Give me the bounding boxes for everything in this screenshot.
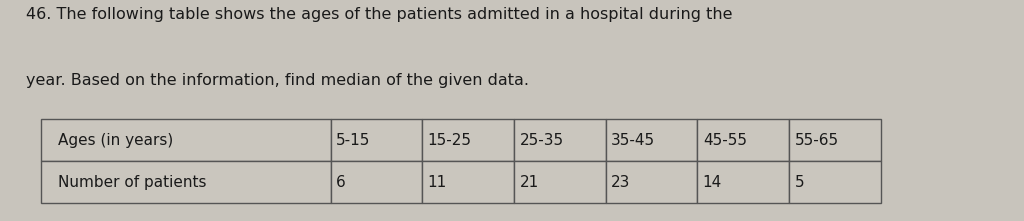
Bar bbox=[697, 119, 788, 161]
Text: 5-15: 5-15 bbox=[336, 133, 371, 148]
Text: 46. The following table shows the ages of the patients admitted in a hospital du: 46. The following table shows the ages o… bbox=[26, 7, 732, 22]
Text: 14: 14 bbox=[702, 175, 722, 190]
Text: year. Based on the information, find median of the given data.: year. Based on the information, find med… bbox=[26, 73, 528, 88]
Bar bbox=[514, 119, 605, 161]
Text: 15-25: 15-25 bbox=[428, 133, 472, 148]
Text: 35-45: 35-45 bbox=[611, 133, 655, 148]
Bar bbox=[422, 161, 514, 203]
Text: 25-35: 25-35 bbox=[519, 133, 563, 148]
Bar bbox=[605, 161, 697, 203]
Bar bbox=[41, 161, 331, 203]
Bar bbox=[422, 119, 514, 161]
Bar bbox=[605, 119, 697, 161]
Bar bbox=[788, 161, 881, 203]
Text: 11: 11 bbox=[428, 175, 446, 190]
Bar bbox=[331, 119, 422, 161]
Bar bbox=[788, 119, 881, 161]
Text: 45-55: 45-55 bbox=[702, 133, 746, 148]
Text: 6: 6 bbox=[336, 175, 346, 190]
Bar bbox=[514, 161, 605, 203]
Text: Ages (in years): Ages (in years) bbox=[58, 133, 174, 148]
Text: 21: 21 bbox=[519, 175, 539, 190]
Bar bbox=[697, 161, 788, 203]
Text: 55-65: 55-65 bbox=[795, 133, 839, 148]
Text: 5: 5 bbox=[795, 175, 804, 190]
Bar bbox=[331, 161, 422, 203]
Text: Number of patients: Number of patients bbox=[58, 175, 207, 190]
Text: 23: 23 bbox=[611, 175, 631, 190]
Bar bbox=[41, 119, 331, 161]
